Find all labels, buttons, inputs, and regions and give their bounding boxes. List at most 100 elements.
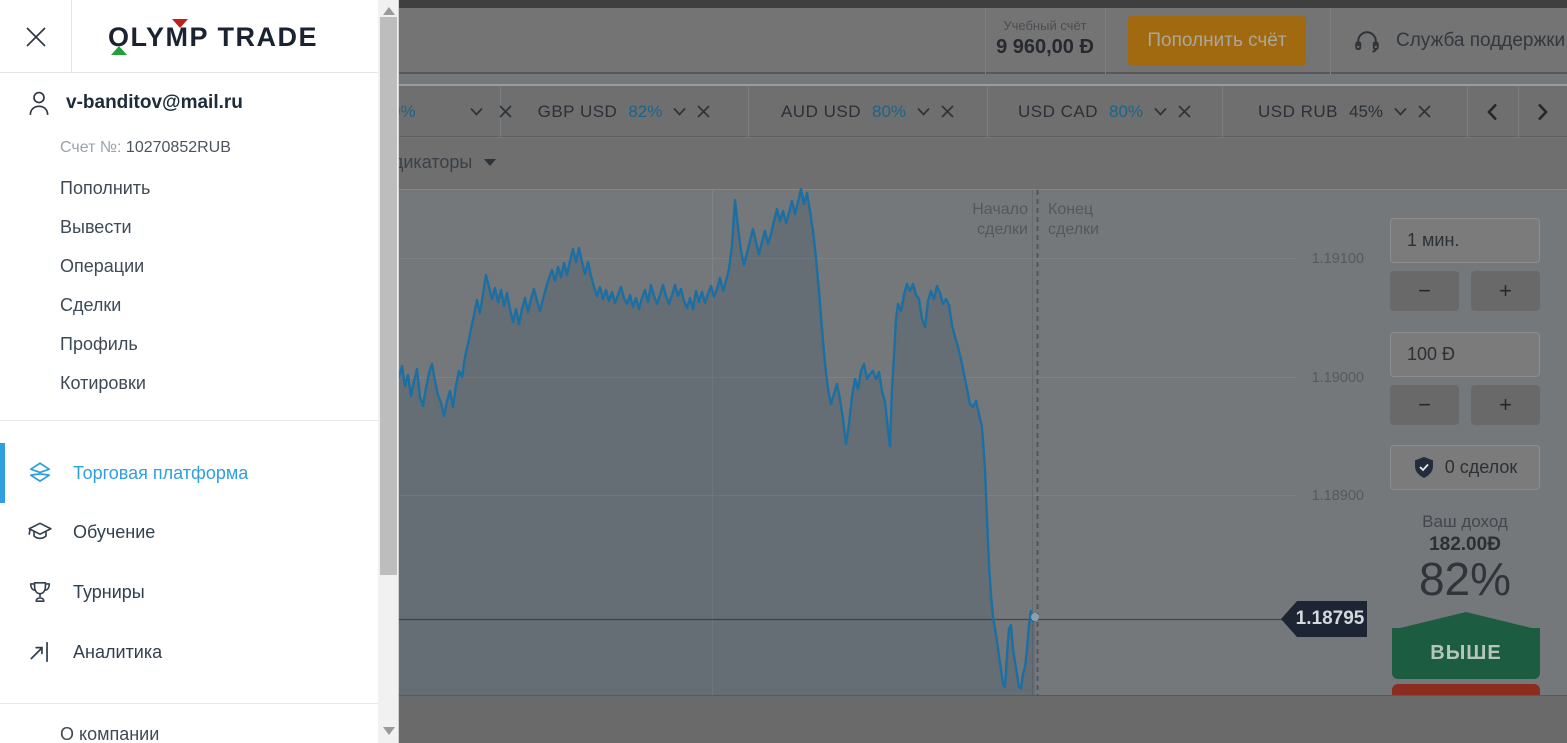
- close-tab-icon[interactable]: [941, 105, 954, 118]
- tabs-scroll-right-button[interactable]: [1518, 86, 1567, 137]
- scrollbar-thumb[interactable]: [380, 17, 397, 575]
- sidebar-item-label: Обучение: [73, 521, 156, 542]
- trophy-icon: [27, 579, 53, 605]
- tab-payout: 82%: [628, 101, 663, 121]
- income-label: Ваш доход: [1422, 512, 1508, 531]
- logo-text: OLYMP TRADE: [108, 22, 319, 52]
- headset-icon: [1352, 26, 1382, 56]
- trades-count-label: 0 сделок: [1444, 457, 1518, 477]
- buy-lower-button[interactable]: [1392, 684, 1540, 695]
- tab-separator: [987, 86, 988, 137]
- tab-asset-2[interactable]: AUD USD 80%: [748, 86, 987, 137]
- active-item-indicator: [0, 443, 5, 503]
- chevron-down-icon[interactable]: [1154, 107, 1167, 116]
- chevron-down-icon[interactable]: [1394, 107, 1407, 116]
- current-price-badge: 1.18795: [1281, 601, 1367, 637]
- close-tab-icon[interactable]: [498, 105, 512, 118]
- sidebar-item-analytics[interactable]: Аналитика: [0, 622, 378, 682]
- sidebar-item-withdraw[interactable]: Вывести: [60, 217, 132, 237]
- duration-minus-button[interactable]: −: [1390, 271, 1459, 311]
- tab-pair: USD RUB: [1257, 101, 1338, 121]
- sidebar-header: [0, 0, 378, 73]
- duration-plus-button[interactable]: +: [1471, 271, 1540, 311]
- amount-input[interactable]: 100 Đ: [1390, 332, 1540, 377]
- tab-payout: 80%: [871, 101, 907, 121]
- chevron-down-icon[interactable]: [673, 107, 687, 116]
- sidebar-item-about-company[interactable]: О компании: [60, 724, 160, 743]
- sidebar-menu: [0, 0, 378, 743]
- user-account-row[interactable]: v-banditov@mail.ru: [26, 88, 243, 118]
- sidebar-item-trades[interactable]: Сделки: [60, 295, 122, 315]
- trend-arrow-icon: [27, 639, 53, 665]
- logo-green-triangle-icon: [111, 46, 127, 55]
- sidebar-item-trading-platform[interactable]: Торговая платформа: [0, 443, 378, 503]
- shield-check-icon: [1413, 456, 1435, 480]
- scroll-up-icon[interactable]: [383, 7, 395, 15]
- sidebar-divider: [0, 703, 378, 704]
- trade-start-label: Начало сделки: [972, 201, 1028, 238]
- open-trades-button[interactable]: 0 сделок: [1390, 445, 1540, 490]
- topbar-separator: [985, 8, 986, 74]
- caret-down-icon: [484, 159, 497, 166]
- account-number-row: Счет №: 10270852RUB: [60, 139, 231, 157]
- sidebar-item-quotes[interactable]: Котировки: [60, 373, 146, 393]
- sidebar-item-deposit[interactable]: Пополнить: [60, 178, 151, 198]
- sidebar-item-label: Аналитика: [73, 641, 163, 662]
- tab-separator: [1467, 86, 1468, 137]
- income-value: 182.00Đ: [1429, 534, 1501, 555]
- sidebar-item-tournaments[interactable]: Турниры: [0, 562, 378, 622]
- platform-layers-icon: [27, 460, 53, 486]
- sidebar-item-education[interactable]: Обучение: [0, 502, 378, 562]
- tab-payout: 80%: [1108, 101, 1144, 121]
- close-sidebar-button[interactable]: [0, 0, 72, 73]
- user-icon: [26, 88, 52, 118]
- scroll-down-icon[interactable]: [383, 727, 395, 735]
- tab-asset-4[interactable]: USD RUB 45%: [1222, 86, 1467, 137]
- account-type-label: Учебный счёт: [1003, 18, 1087, 33]
- tab-separator: [500, 86, 501, 137]
- sidebar-item-operations[interactable]: Операции: [60, 256, 145, 276]
- topbar-divider: [0, 84, 1567, 86]
- sidebar-item-label: Турниры: [73, 581, 145, 602]
- tab-asset-3[interactable]: USD CAD 80%: [987, 86, 1222, 137]
- amount-minus-button[interactable]: −: [1390, 385, 1459, 425]
- buy-higher-button[interactable]: ВЫШЕ: [1392, 628, 1540, 679]
- trade-end-label: Конец сделки: [1048, 201, 1099, 238]
- close-tab-icon[interactable]: [1178, 105, 1191, 118]
- deposit-button[interactable]: Пополнить счёт: [1128, 16, 1306, 66]
- account-balance: 9 960,00 Đ: [996, 36, 1094, 58]
- account-number-value: 10270852RUB: [125, 139, 231, 156]
- svg-text:1.19000: 1.19000: [1312, 370, 1364, 386]
- amount-plus-button[interactable]: +: [1471, 385, 1540, 425]
- duration-input[interactable]: 1 мин.: [1390, 218, 1540, 263]
- topbar-separator: [1105, 8, 1106, 74]
- sidebar-divider: [0, 420, 378, 421]
- tabs-scroll-left-button[interactable]: [1468, 86, 1517, 137]
- user-email: v-banditov@mail.ru: [66, 92, 243, 113]
- tab-pair: AUD USD: [780, 101, 861, 121]
- tab-separator: [1518, 86, 1519, 137]
- tab-pair: GBP USD: [537, 101, 618, 121]
- page-top-strip: [0, 0, 1567, 8]
- tab-payout: 45%: [1348, 101, 1384, 121]
- support-button[interactable]: Служба поддержки: [1352, 24, 1565, 58]
- close-tab-icon[interactable]: [1418, 105, 1431, 118]
- income-percent: 82%: [1418, 553, 1512, 605]
- sidebar-item-label: Торговая платформа: [73, 462, 249, 483]
- tab-separator: [748, 86, 749, 137]
- support-label: Служба поддержки: [1396, 30, 1566, 51]
- olymp-trade-logo[interactable]: OLYMP TRADE: [108, 19, 348, 56]
- sidebar-item-profile[interactable]: Профиль: [60, 334, 138, 354]
- tab-separator: [1222, 86, 1223, 137]
- graduation-cap-icon: [27, 519, 53, 545]
- account-number-label: Счет №:: [60, 139, 122, 156]
- topbar-separator: [1330, 8, 1331, 74]
- tab-asset-1[interactable]: GBP USD 82%: [500, 86, 748, 137]
- logo-red-triangle-icon: [172, 19, 188, 28]
- close-tab-icon[interactable]: [697, 105, 710, 118]
- chevron-down-icon[interactable]: [917, 107, 930, 116]
- svg-text:1.18900: 1.18900: [1312, 488, 1364, 504]
- chevron-down-icon[interactable]: [469, 107, 483, 116]
